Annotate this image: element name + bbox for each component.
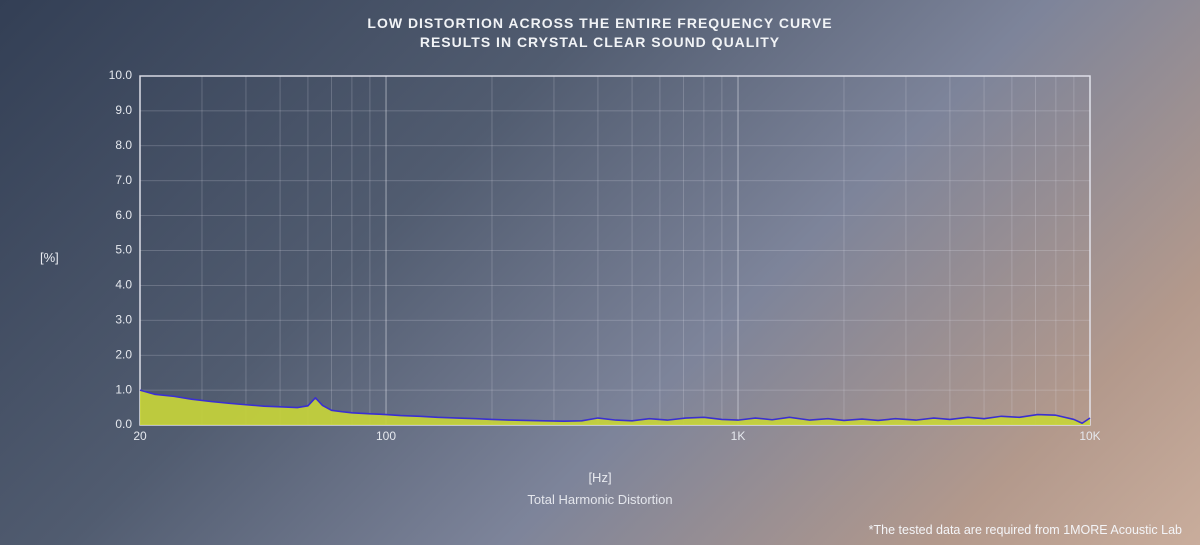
chart-stage: LOW DISTORTION ACROSS THE ENTIRE FREQUEN…	[0, 0, 1200, 545]
svg-text:5.0: 5.0	[115, 243, 132, 257]
chart-plot-container: 0.0 1.0 2.0 3.0 4.0 5.0 6.0 7.0 8.0 9.0 10.0 20 100 1…	[100, 70, 1100, 445]
svg-text:8.0: 8.0	[115, 138, 132, 152]
svg-text:0.0: 0.0	[115, 417, 132, 431]
svg-text:7.0: 7.0	[115, 173, 132, 187]
svg-text:100: 100	[376, 429, 396, 443]
y-axis-label: [%]	[40, 250, 59, 265]
svg-text:1K: 1K	[731, 429, 746, 443]
chart-subtitle: Total Harmonic Distortion	[0, 492, 1200, 507]
svg-text:6.0: 6.0	[115, 208, 132, 222]
chart-title: LOW DISTORTION ACROSS THE ENTIRE FREQUEN…	[0, 14, 1200, 52]
svg-text:2.0: 2.0	[115, 347, 132, 361]
svg-text:10K: 10K	[1079, 429, 1100, 443]
svg-text:3.0: 3.0	[115, 312, 132, 326]
svg-text:4.0: 4.0	[115, 278, 132, 292]
svg-text:9.0: 9.0	[115, 103, 132, 117]
svg-text:1.0: 1.0	[115, 382, 132, 396]
svg-text:10.0: 10.0	[109, 70, 133, 82]
chart-svg: 0.0 1.0 2.0 3.0 4.0 5.0 6.0 7.0 8.0 9.0 10.0 20 100 1…	[100, 70, 1100, 445]
x-axis-label: [Hz]	[0, 470, 1200, 485]
footnote-text: *The tested data are required from 1MORE…	[869, 523, 1182, 537]
svg-text:20: 20	[133, 429, 147, 443]
